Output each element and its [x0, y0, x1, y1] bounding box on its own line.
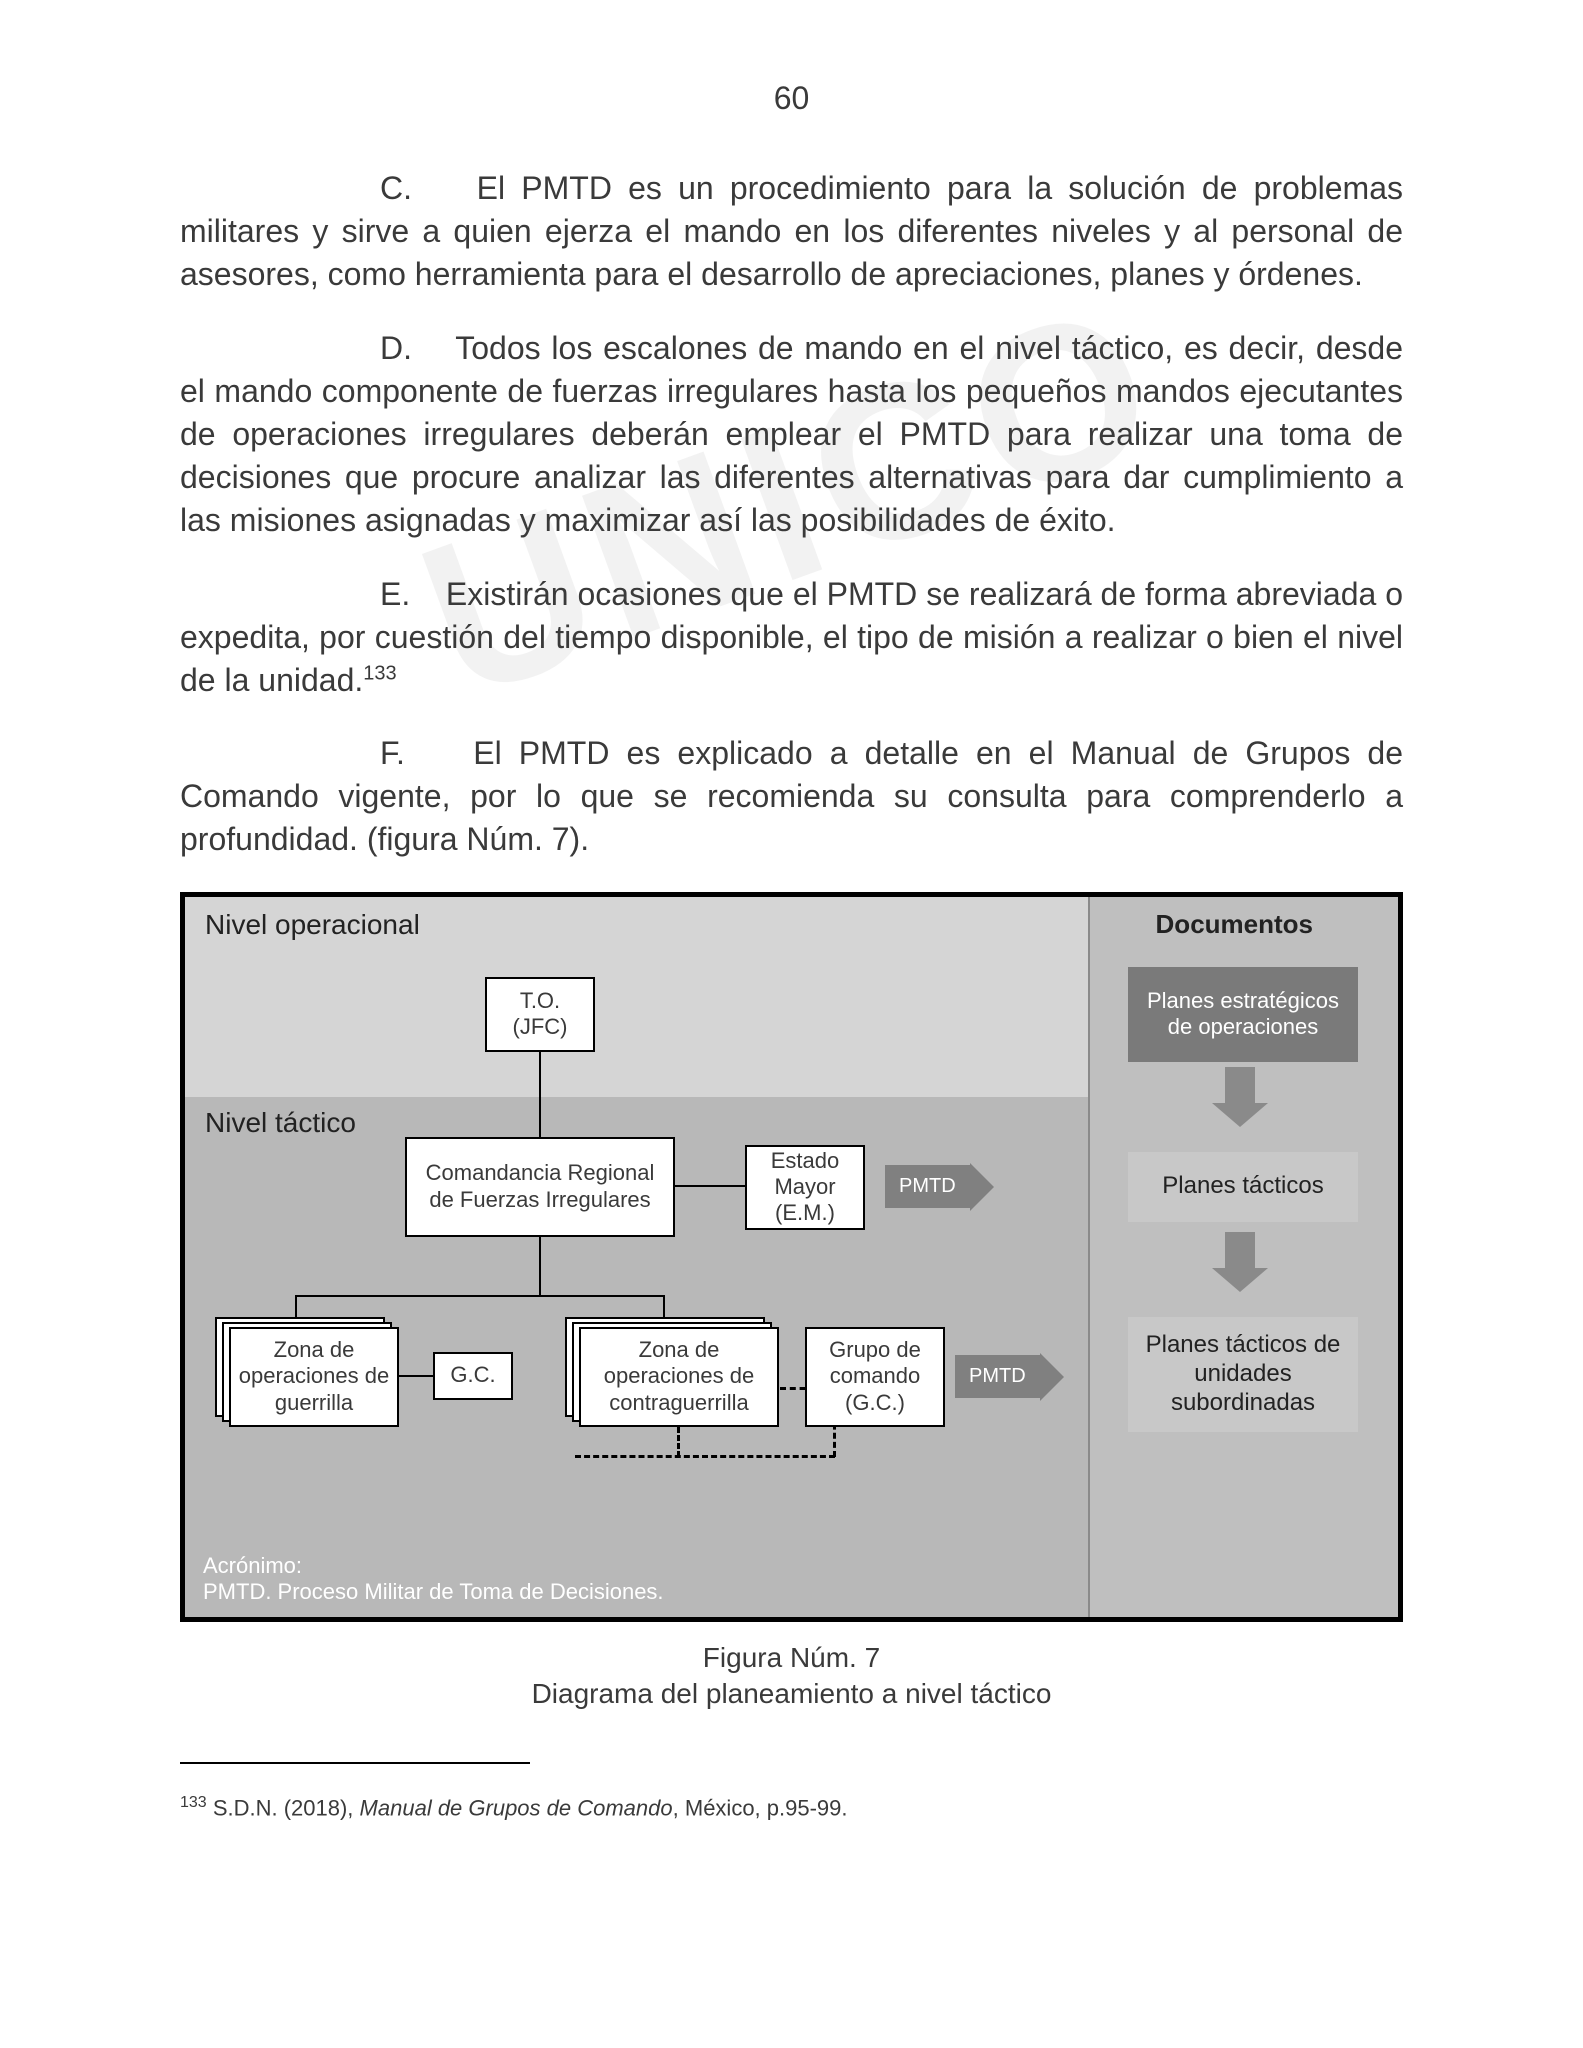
caption-line-1: Figura Núm. 7 — [180, 1640, 1403, 1676]
node-estado-mayor: Estado Mayor (E.M.) — [745, 1145, 865, 1230]
figure-caption: Figura Núm. 7 Diagrama del planeamiento … — [180, 1640, 1403, 1713]
arrow-pmtd-2-label: PMTD — [955, 1355, 1040, 1398]
footnote-italic: Manual de Grupos de Comando — [360, 1796, 673, 1821]
page-content: 60 C. El PMTD es un procedimiento para l… — [180, 80, 1403, 1822]
footnote-133: 133 S.D.N. (2018), Manual de Grupos de C… — [180, 1794, 1403, 1821]
acronym-text: PMTD. Proceso Militar de Toma de Decisio… — [203, 1579, 664, 1605]
node-grupo-comando: Grupo de comando (G.C.) — [805, 1327, 945, 1427]
paragraph-f: F. El PMTD es explicado a detalle en el … — [180, 732, 1403, 862]
para-f-letter: F. — [380, 735, 405, 771]
tactical-label: Nivel táctico — [205, 1107, 356, 1139]
arrow-pmtd-2: PMTD — [955, 1353, 1064, 1401]
para-d-letter: D. — [380, 330, 412, 366]
documents-label: Documentos — [1156, 909, 1313, 940]
paragraph-d: D. Todos los escalones de mando en el ni… — [180, 327, 1403, 543]
connector-dashed — [677, 1427, 680, 1457]
paragraph-c: C. El PMTD es un procedimiento para la s… — [180, 167, 1403, 297]
node-planes-estrategicos: Planes estratégicos de operaciones — [1128, 967, 1358, 1062]
acronym-block: Acrónimo: PMTD. Proceso Militar de Toma … — [203, 1553, 664, 1605]
operational-label: Nivel operacional — [205, 909, 420, 941]
page-number: 60 — [180, 80, 1403, 117]
footnote-ref-133: 133 — [363, 662, 396, 684]
down-arrow-icon — [1212, 1232, 1268, 1292]
connector — [539, 1237, 541, 1297]
connector — [675, 1185, 745, 1187]
figure-7-diagram: Nivel operacional Nivel táctico Document… — [180, 892, 1403, 1622]
para-c-letter: C. — [380, 170, 412, 206]
node-to-jfc: T.O. (JFC) — [485, 977, 595, 1052]
footnote-number: 133 — [180, 1794, 207, 1811]
node-planes-subordinadas: Planes tácticos de unidades subordinadas — [1128, 1317, 1358, 1432]
arrow-pmtd-1-label: PMTD — [885, 1165, 970, 1208]
connector — [539, 1052, 541, 1137]
arrow-pmtd-1: PMTD — [885, 1163, 994, 1211]
para-d-text: Todos los escalones de mando en el nivel… — [180, 330, 1403, 539]
node-zona-guerrilla: Zona de operaciones de guerrilla — [229, 1327, 399, 1427]
footnote-suffix: , México, p.95-99. — [673, 1796, 848, 1821]
node-zona-contra: Zona de operaciones de contraguerrilla — [579, 1327, 779, 1427]
footnote-prefix: S.D.N. (2018), — [207, 1796, 360, 1821]
connector — [399, 1375, 433, 1377]
footnote-rule — [180, 1762, 530, 1764]
connector-dashed — [575, 1455, 835, 1458]
para-e-letter: E. — [380, 576, 410, 612]
down-arrow-icon — [1212, 1067, 1268, 1127]
caption-line-2: Diagrama del planeamiento a nivel táctic… — [180, 1676, 1403, 1712]
acronym-label: Acrónimo: — [203, 1553, 664, 1579]
node-comandancia: Comandancia Regional de Fuerzas Irregula… — [405, 1137, 675, 1237]
paragraph-e: E. Existirán ocasiones que el PMTD se re… — [180, 573, 1403, 703]
para-f-text: El PMTD es explicado a detalle en el Man… — [180, 735, 1403, 857]
connector — [295, 1295, 665, 1297]
node-gc-small: G.C. — [433, 1352, 513, 1400]
node-planes-tacticos: Planes tácticos — [1128, 1152, 1358, 1222]
para-c-text: El PMTD es un procedimiento para la solu… — [180, 170, 1403, 292]
